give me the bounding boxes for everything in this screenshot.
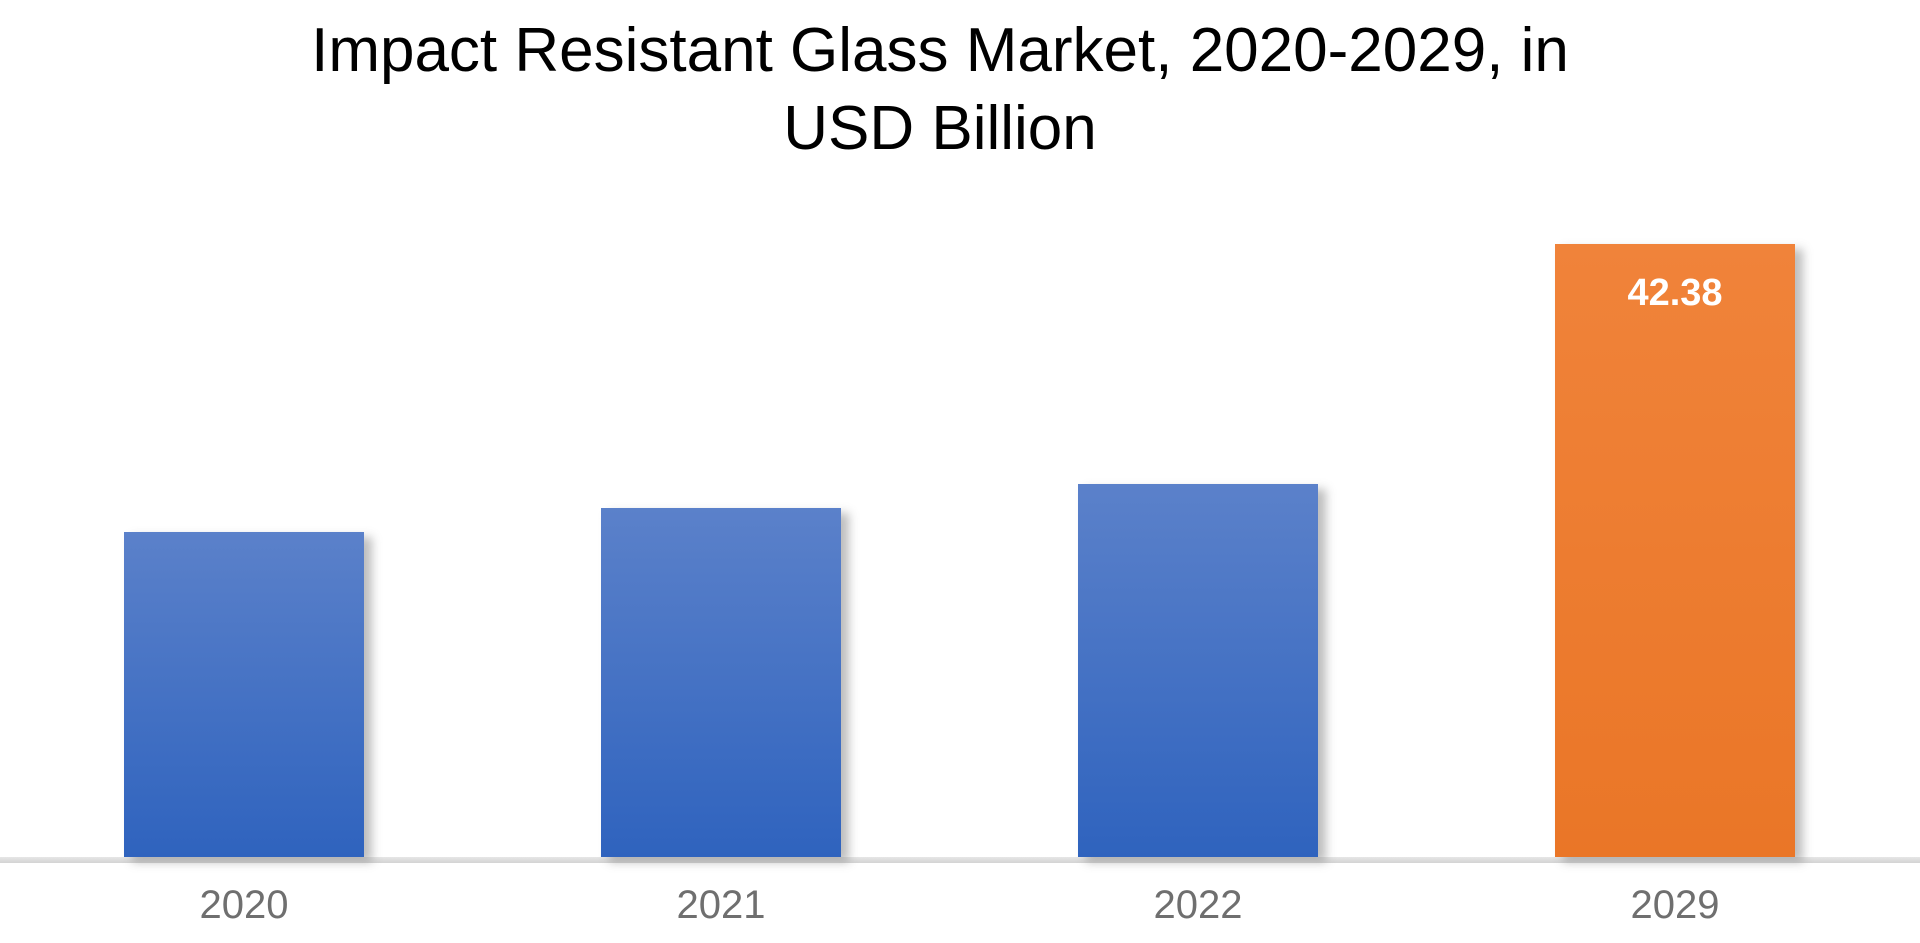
x-tick-label-2020: 2020 — [199, 883, 289, 927]
chart-title-line-1: Impact Resistant Glass Market, 2020-2029… — [311, 16, 1569, 85]
chart-title: Impact Resistant Glass Market, 2020-2029… — [0, 12, 1880, 168]
x-axis-line — [0, 857, 1920, 863]
bar-value-label-2029: 42.38 — [1627, 272, 1723, 314]
bar-2022 — [1078, 484, 1318, 857]
bar-2020 — [124, 532, 364, 857]
bar-2029: 42.38 — [1555, 244, 1795, 857]
x-tick-label-2021: 2021 — [676, 883, 766, 927]
x-tick-label-2029: 2029 — [1630, 883, 1720, 927]
chart-title-line-2: USD Billion — [783, 94, 1097, 163]
bar-2021 — [601, 508, 841, 857]
x-tick-label-2022: 2022 — [1153, 883, 1243, 927]
